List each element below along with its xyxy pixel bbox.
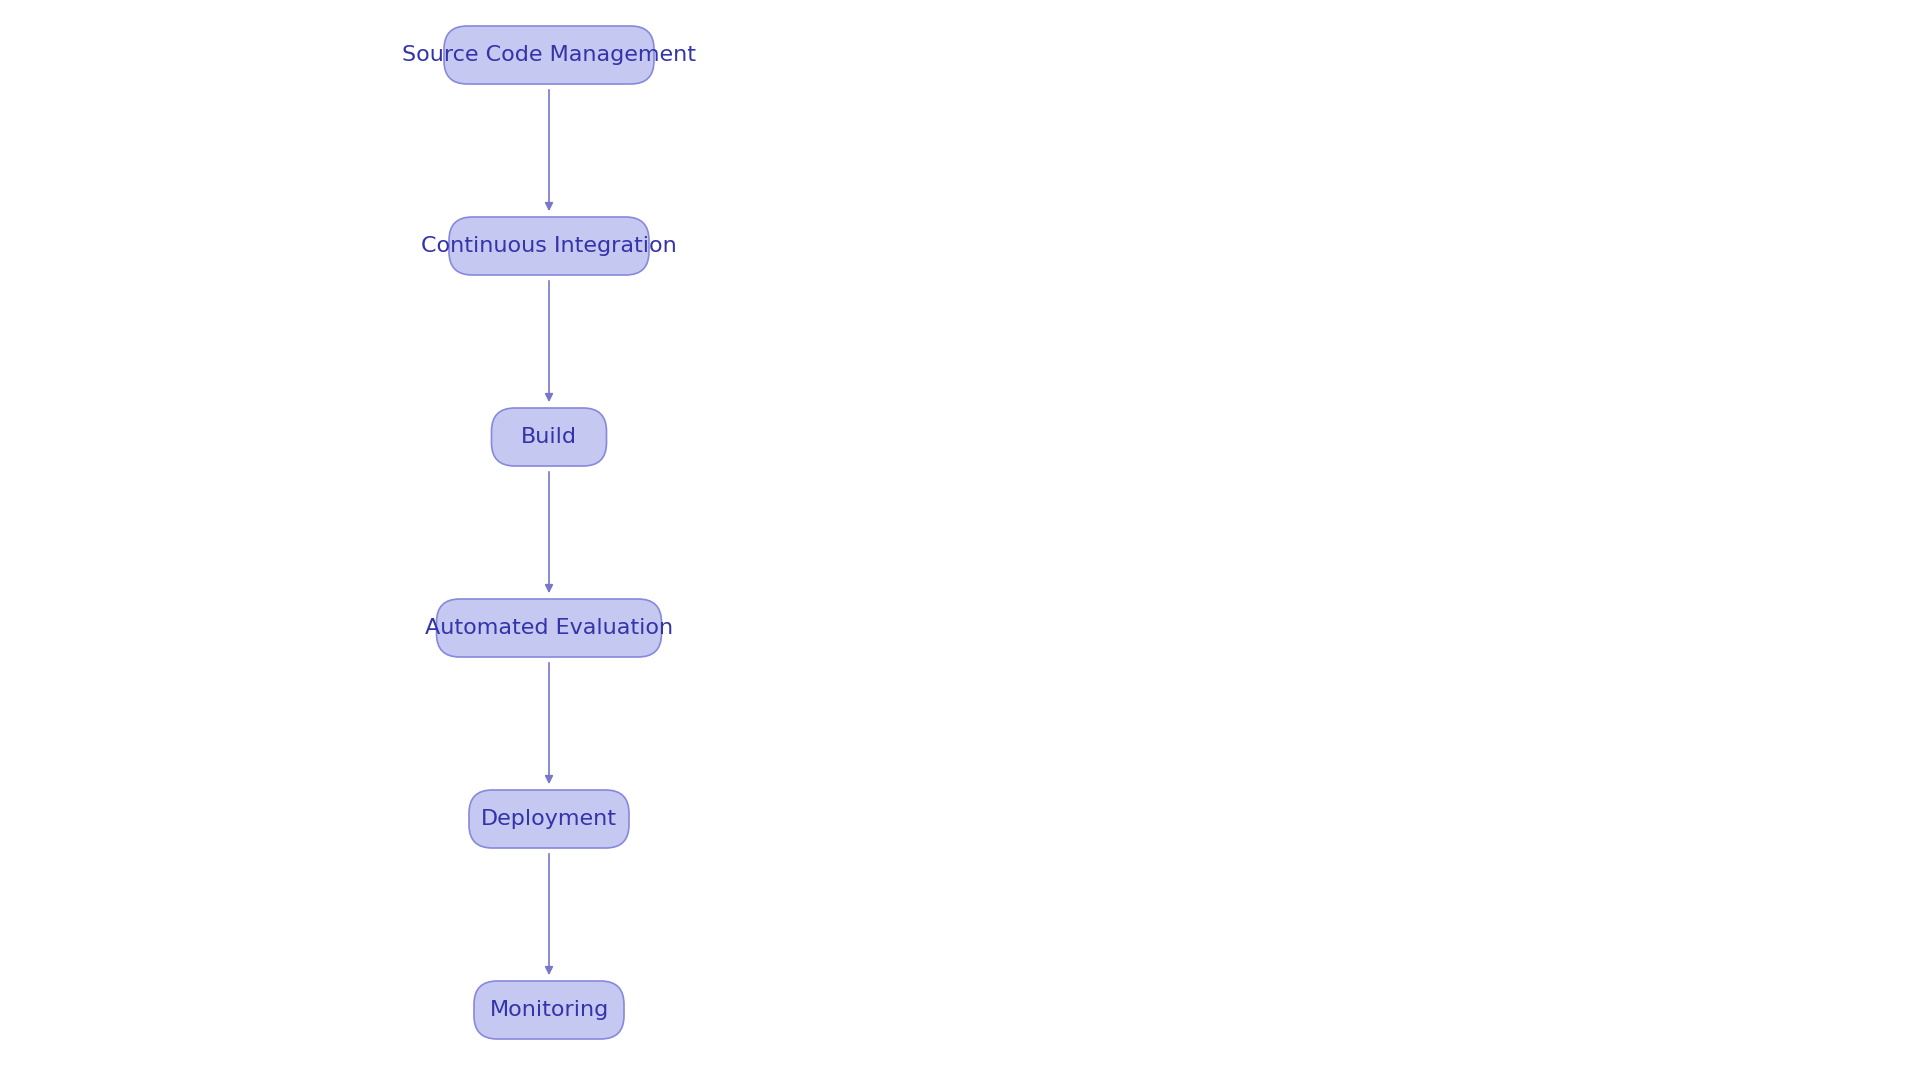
FancyBboxPatch shape — [492, 408, 607, 466]
Text: Automated Evaluation: Automated Evaluation — [424, 618, 674, 638]
FancyBboxPatch shape — [436, 599, 662, 657]
Text: Build: Build — [520, 427, 578, 447]
Text: Continuous Integration: Continuous Integration — [420, 236, 678, 256]
FancyBboxPatch shape — [444, 26, 655, 84]
Text: Monitoring: Monitoring — [490, 1000, 609, 1020]
FancyBboxPatch shape — [468, 790, 630, 848]
Text: Deployment: Deployment — [482, 809, 616, 828]
Text: Source Code Management: Source Code Management — [401, 45, 695, 65]
FancyBboxPatch shape — [449, 217, 649, 275]
FancyBboxPatch shape — [474, 981, 624, 1039]
